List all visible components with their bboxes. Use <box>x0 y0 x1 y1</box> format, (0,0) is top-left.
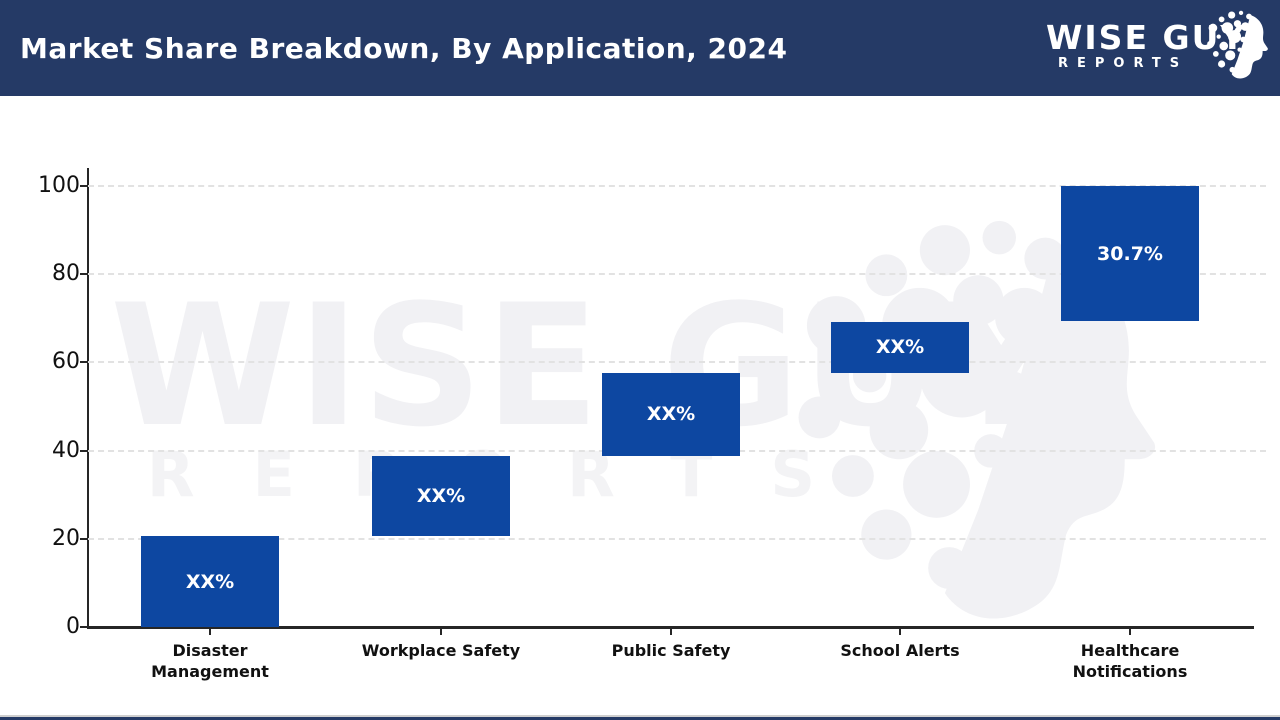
x-category-label-2: Public Safety <box>611 641 731 660</box>
y-tick-mark-60 <box>80 361 88 364</box>
wise-guy-reports-logo: WISE GUY REPORTS <box>1016 0 1268 96</box>
x-tick-mark-2 <box>670 627 672 635</box>
y-tick-label-100: 100 <box>38 173 80 198</box>
gridline-y-60 <box>88 361 1266 364</box>
x-tick-mark-0 <box>209 627 211 635</box>
y-tick-label-0: 0 <box>66 614 80 639</box>
y-tick-label-60: 60 <box>52 349 80 375</box>
bar-value-label: 30.7% <box>1097 242 1163 265</box>
gridline-y-20 <box>88 537 1266 540</box>
bar-value-label: XX% <box>875 336 925 359</box>
bar-value-label: XX% <box>416 485 466 508</box>
x-category-label-1: Workplace Safety <box>361 641 521 660</box>
bar-school-alerts: XX% <box>831 321 969 373</box>
bar-healthcare-notifications: 30.7% <box>1061 186 1199 322</box>
chart-title: Market Share Breakdown, By Application, … <box>20 31 788 65</box>
header-bar: Market Share Breakdown, By Application, … <box>0 0 1280 96</box>
logo-face-dots-icon <box>1207 10 1268 79</box>
footer-divider-line <box>0 715 1280 717</box>
footer-accent-bar <box>0 717 1280 720</box>
x-category-label-4: Healthcare Notifications <box>1072 641 1188 681</box>
bar-workplace-safety: XX% <box>372 455 510 537</box>
x-tick-mark-4 <box>1129 627 1131 635</box>
bar-disaster-management: XX% <box>141 536 279 627</box>
x-category-label-3: School Alerts <box>840 641 960 660</box>
y-tick-label-80: 80 <box>52 261 80 287</box>
logo-reports-text: REPORTS <box>1058 56 1189 71</box>
bar-value-label: XX% <box>185 570 235 593</box>
watermark-face-dots-graphic <box>798 220 1156 619</box>
bar-public-safety: XX% <box>602 372 740 456</box>
y-axis-line <box>87 168 89 628</box>
gridline-y-100 <box>88 185 1266 187</box>
y-tick-mark-100 <box>80 185 88 187</box>
y-tick-label-40: 40 <box>52 437 80 463</box>
x-category-label-0: Disaster Management <box>151 641 269 681</box>
y-tick-mark-20 <box>80 537 88 540</box>
y-tick-mark-40 <box>80 449 88 452</box>
x-tick-mark-1 <box>440 627 442 635</box>
y-tick-mark-0 <box>80 626 88 628</box>
x-tick-mark-3 <box>899 627 901 635</box>
y-tick-label-20: 20 <box>52 525 80 551</box>
y-tick-mark-80 <box>80 273 88 276</box>
gridline-y-80 <box>88 273 1266 276</box>
bar-value-label: XX% <box>646 403 696 426</box>
